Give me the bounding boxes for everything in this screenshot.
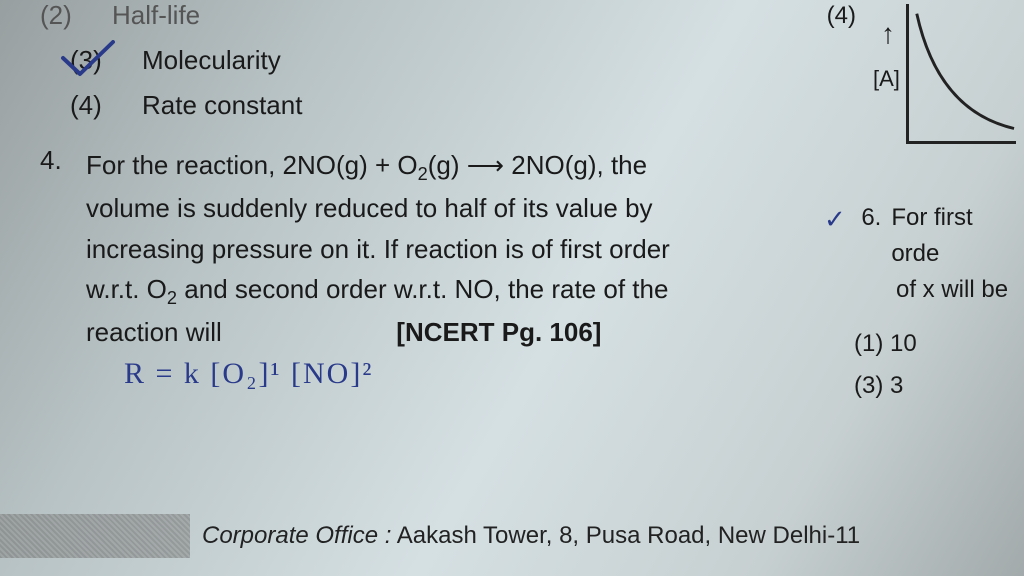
arrow-up-icon: ↑ bbox=[881, 20, 895, 48]
decay-curve-icon bbox=[909, 4, 1016, 140]
footer-text: Corporate Office : Aakash Tower, 8, Pusa… bbox=[202, 522, 860, 550]
q4-line5: reaction will [NCERT Pg. 106] bbox=[86, 312, 670, 352]
question-4: 4. For the reaction, 2NO(g) + O2(g) ⟶ 2N… bbox=[40, 145, 800, 353]
question-4-body: For the reaction, 2NO(g) + O2(g) ⟶ 2NO(g… bbox=[86, 145, 670, 353]
q4-line5-text: reaction will bbox=[86, 317, 222, 347]
footer-address: Aakash Tower, 8, Pusa Road, New Delhi-11 bbox=[391, 522, 860, 549]
option-4-row: (4) Rate constant bbox=[70, 90, 800, 121]
q4-line1-sub: 2 bbox=[418, 164, 428, 184]
q4-line1: For the reaction, 2NO(g) + O2(g) ⟶ 2NO(g… bbox=[86, 145, 670, 188]
option-4-text: Rate constant bbox=[142, 90, 302, 121]
ncert-ref: [NCERT Pg. 106] bbox=[396, 317, 601, 347]
q6-line2: of x will be bbox=[824, 272, 1024, 308]
right-option-4: (4) bbox=[827, 2, 856, 30]
footer-pattern bbox=[0, 514, 190, 558]
footer: Corporate Office : Aakash Tower, 8, Pusa… bbox=[0, 508, 1024, 564]
q4-line4-sub: 2 bbox=[167, 288, 177, 308]
question-4-number: 4. bbox=[40, 145, 70, 176]
option-2-text: Half-life bbox=[112, 0, 200, 31]
q4-line2: volume is suddenly reduced to half of it… bbox=[86, 188, 670, 228]
option-3-row: (3) Molecularity bbox=[70, 45, 800, 76]
question-6-fragment: ✓ 6. For first orde of x will be bbox=[824, 200, 1024, 308]
tick-icon: ✓ bbox=[824, 200, 851, 272]
option-4-num: (4) bbox=[70, 90, 130, 121]
right-opt-1: (1) 10 bbox=[854, 330, 1024, 358]
q4-line1-a: For the reaction, 2NO(g) + O bbox=[86, 150, 418, 180]
option-3-text: Molecularity bbox=[142, 45, 281, 76]
q4-line1-b: (g) ⟶ 2NO(g), the bbox=[428, 150, 647, 180]
q6-line1: For first orde bbox=[891, 200, 1024, 272]
option-2-row: (2) Half-life bbox=[40, 0, 800, 31]
footer-label: Corporate Office : bbox=[202, 522, 391, 549]
q6-num: 6. bbox=[861, 200, 881, 272]
checkmark-icon bbox=[58, 40, 118, 80]
q4-line3: increasing pressure on it. If reaction i… bbox=[86, 229, 670, 269]
q4-line4: w.r.t. O2 and second order w.r.t. NO, th… bbox=[86, 269, 670, 312]
q4-line4-b: and second order w.r.t. NO, the rate of … bbox=[177, 274, 668, 304]
q4-line4-a: w.r.t. O bbox=[86, 274, 167, 304]
right-options: (1) 10 (3) 3 bbox=[854, 330, 1024, 414]
page: (2) Half-life (3) Molecularity (4) Rate … bbox=[0, 0, 1024, 576]
left-column: (2) Half-life (3) Molecularity (4) Rate … bbox=[40, 0, 800, 391]
right-opt-3: (3) 3 bbox=[854, 372, 1024, 400]
handwritten-rate-law: R = k [O₂]¹ [NO]² bbox=[124, 357, 800, 391]
axis-label-a: [A] bbox=[873, 66, 900, 92]
graph-axes: ↑ [A] bbox=[906, 4, 1016, 144]
option-2-num: (2) bbox=[40, 0, 100, 31]
